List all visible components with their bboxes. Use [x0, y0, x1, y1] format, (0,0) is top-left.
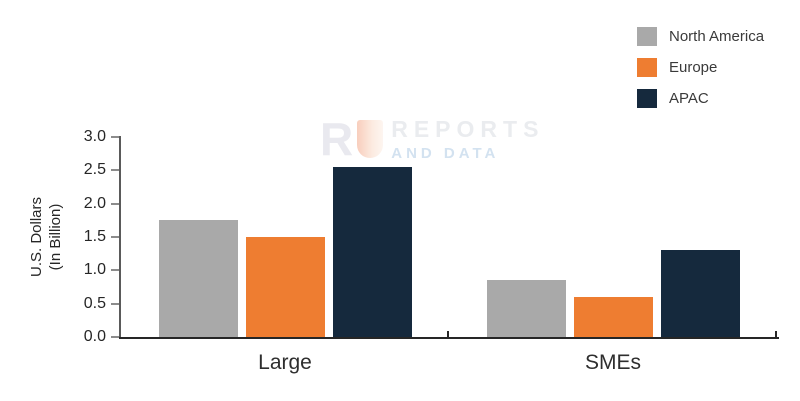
y-tick-mark-2.5	[111, 169, 119, 172]
y-tick-label-0.5: 0.5	[83, 294, 106, 312]
y-tick-label-1.0: 1.0	[83, 261, 106, 279]
bar-apac-large	[332, 167, 412, 337]
x-axis-line	[119, 337, 779, 339]
bar-north-america-large	[158, 220, 238, 337]
legend-item-apac: APAC	[637, 88, 764, 108]
legend-label-apac: APAC	[669, 89, 709, 107]
y-axis-title-line2: (In Billion)	[47, 203, 64, 271]
y-tick-label-1.5: 1.5	[83, 228, 106, 245]
legend-label-europe: Europe	[669, 58, 718, 76]
y-axis-line	[119, 136, 121, 339]
y-tick-label-2.0: 2.0	[83, 194, 106, 212]
legend-swatch-apac	[637, 88, 657, 108]
x-boundary-tick-1	[447, 331, 449, 337]
legend: North America Europe APAC	[637, 26, 764, 119]
y-tick-mark-0.0	[111, 336, 119, 338]
y-tick-mark-1.5	[111, 236, 119, 238]
y-axis-title-line1: U.S. Dollars	[28, 196, 45, 278]
plot-area: 0.0 0.5 1.0 1.5 2.0 2.5 3.0	[84, 128, 779, 345]
y-tick-mark-0.5	[111, 302, 119, 305]
x-label-large: Large	[258, 351, 312, 374]
bar-apac-smes	[660, 250, 740, 337]
legend-label-north-america: North America	[669, 27, 765, 45]
legend-item-europe: Europe	[637, 57, 764, 77]
legend-swatch-north-america	[637, 26, 657, 46]
bar-europe-smes	[573, 297, 653, 337]
y-tick-label-0.0: 0.0	[83, 328, 106, 345]
bar-north-america-smes	[486, 280, 566, 337]
y-tick-mark-2.0	[111, 202, 119, 205]
y-axis-title: U.S. Dollars (In Billion)	[27, 197, 65, 277]
legend-swatch-europe	[637, 57, 657, 77]
y-tick-label-3.0: 3.0	[83, 128, 106, 145]
legend-item-north-america: North America	[637, 26, 764, 46]
y-tick-label-2.5: 2.5	[83, 161, 106, 179]
y-tick-mark-1.0	[111, 269, 119, 272]
x-boundary-tick-2	[775, 331, 777, 337]
bar-europe-large	[245, 237, 325, 337]
x-label-smes: SMEs	[584, 351, 642, 374]
y-tick-mark-3.0	[111, 136, 119, 138]
